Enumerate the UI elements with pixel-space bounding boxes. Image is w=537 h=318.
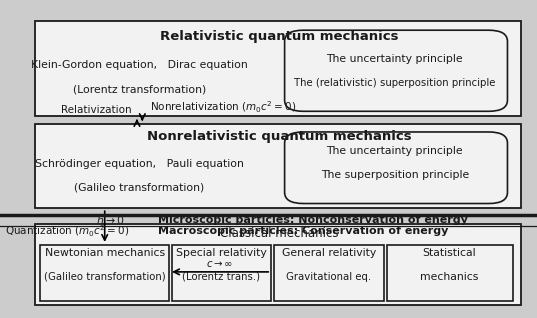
Text: Klein-Gordon equation,   Dirac equation: Klein-Gordon equation, Dirac equation [31, 60, 248, 70]
Text: The uncertainty principle: The uncertainty principle [326, 54, 463, 64]
FancyBboxPatch shape [387, 245, 513, 301]
Text: Macroscopic particles: Conservation of energy: Macroscopic particles: Conservation of e… [158, 226, 449, 236]
Text: (Galileo transformation): (Galileo transformation) [75, 183, 205, 193]
Text: The superposition principle: The superposition principle [321, 170, 469, 180]
Text: Statistical: Statistical [423, 248, 476, 258]
FancyBboxPatch shape [40, 245, 169, 301]
Text: Special relativity: Special relativity [176, 248, 266, 258]
FancyBboxPatch shape [172, 245, 271, 301]
FancyBboxPatch shape [274, 245, 384, 301]
FancyBboxPatch shape [35, 124, 521, 208]
Text: Relativistic quantum mechanics: Relativistic quantum mechanics [160, 30, 398, 43]
Text: Gravitational eq.: Gravitational eq. [286, 272, 371, 282]
Text: $c\to\infty$: $c\to\infty$ [207, 259, 234, 269]
FancyBboxPatch shape [35, 21, 521, 116]
Text: (Lorentz transformation): (Lorentz transformation) [73, 84, 206, 94]
Text: The (relativistic) superposition principle: The (relativistic) superposition princip… [294, 78, 495, 88]
Text: Quantization ($m_0c^2=0$): Quantization ($m_0c^2=0$) [5, 223, 129, 238]
Text: The uncertainty principle: The uncertainty principle [326, 146, 463, 156]
Text: mechanics: mechanics [420, 272, 478, 282]
Text: Newtonian mechanics: Newtonian mechanics [45, 248, 165, 258]
FancyBboxPatch shape [285, 132, 507, 204]
Text: Classical mechanics: Classical mechanics [220, 227, 338, 240]
Text: Nonrelativistic quantum mechanics: Nonrelativistic quantum mechanics [147, 130, 411, 143]
FancyBboxPatch shape [35, 224, 521, 305]
Text: $h\to0$: $h\to0$ [96, 214, 125, 226]
Text: General relativity: General relativity [281, 248, 376, 258]
Text: (Galileo transformation): (Galileo transformation) [44, 272, 165, 282]
FancyBboxPatch shape [285, 30, 507, 111]
Text: Schrödinger equation,   Pauli equation: Schrödinger equation, Pauli equation [35, 159, 244, 169]
Text: Microscopic particles: Nonconservation of energy: Microscopic particles: Nonconservation o… [158, 215, 468, 225]
Text: Relativization: Relativization [61, 106, 132, 115]
Text: (Lorentz trans.): (Lorentz trans.) [182, 272, 260, 282]
Text: Nonrelativization ($m_0c^2=0$): Nonrelativization ($m_0c^2=0$) [150, 100, 296, 115]
